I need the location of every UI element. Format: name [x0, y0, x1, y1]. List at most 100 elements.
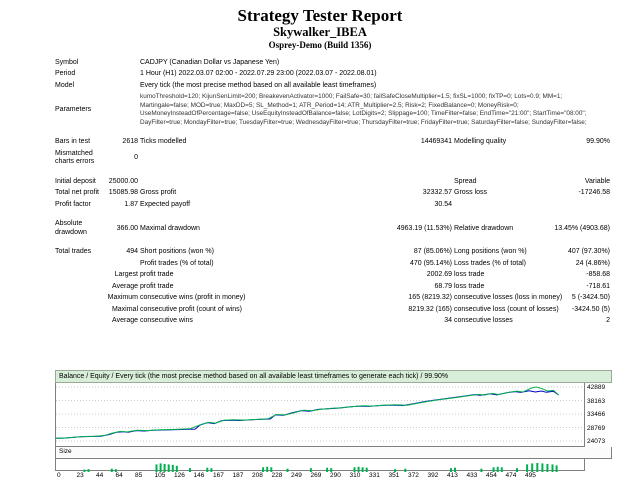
size-bar — [210, 468, 213, 472]
y-axis-label: 24073 — [587, 438, 606, 445]
stat-value: Maximum — [107, 294, 138, 302]
size-bar — [365, 467, 368, 472]
stat-value: 13.45% (4903.68) — [554, 224, 610, 232]
size-bar — [480, 468, 483, 472]
size-bar — [175, 465, 178, 472]
stat-cell: profit trade 68.79 — [140, 283, 452, 292]
table-row: Initial deposit 25000.00 Spread Variable — [55, 176, 612, 188]
stat-value: 68.79 — [434, 282, 452, 290]
report-table: Symbol CADJPY (Canadian Dollar vs Japanes… — [55, 57, 612, 327]
stat-value: 0 — [134, 154, 138, 162]
stat-label: Long positions (won %) — [454, 248, 527, 256]
stat-cell: Total net profit 15085.98 — [55, 189, 138, 198]
size-bar — [516, 468, 518, 472]
stat-cell: consecutive losses (loss in money) 5 (-34… — [454, 294, 610, 303]
stat-cell: Spread Variable — [454, 178, 610, 187]
x-axis-label: 44 — [96, 472, 104, 479]
table-row-parameters: Parameters kumoThreshold=120; KijunSenLim… — [55, 92, 612, 129]
stat-cell: Maximal — [55, 306, 138, 315]
stat-value: -17246.58 — [578, 189, 610, 197]
stat-cell: 1 Hour (H1) 2022.03.07 02:00 - 2022.07.2… — [140, 70, 452, 79]
stat-label: Spread — [454, 177, 477, 185]
params-text: kumoThreshold=120; KijunSenLimit=200; Br… — [140, 93, 587, 126]
x-axis-label: 85 — [135, 472, 143, 479]
size-bar — [83, 469, 86, 472]
y-axis-label: 28769 — [587, 424, 606, 432]
size-bar — [270, 467, 273, 473]
stat-cell: Average — [55, 317, 138, 326]
stat-cell: Profit trades (% of total) 470 (95.14%) — [140, 260, 452, 269]
stat-cell: Symbol — [55, 59, 138, 68]
x-axis-label: 64 — [115, 472, 123, 479]
stat-value: 34 — [444, 317, 452, 325]
stat-cell: Short positions (won %) 87 (85.06%) — [140, 248, 452, 257]
stat-cell: CADJPY (Canadian Dollar vs Japanese Yen) — [140, 59, 452, 68]
size-bar — [551, 464, 554, 472]
stat-value: 8219.32 (165) — [408, 305, 452, 313]
stat-cell: Model — [55, 82, 138, 91]
balance-chart-block: Balance / Equity / Every tick (the most … — [55, 370, 612, 480]
stat-cell: Maximal drawdown 4963.19 (11.53%) — [140, 225, 452, 234]
size-bar — [404, 468, 407, 472]
stat-label: CADJPY (Canadian Dollar vs Japanese Yen) — [140, 58, 280, 66]
table-row: Maximal consecutive profit (count of wins… — [55, 304, 612, 316]
stat-value: 2002.69 — [426, 271, 452, 279]
stat-label: consecutive wins (profit in money) — [140, 294, 246, 302]
stat-label: Profit trades (% of total) — [140, 259, 214, 267]
table-row: Profit trades (% of total) 470 (95.14%) Lo… — [55, 258, 612, 270]
x-axis-label: 331 — [369, 472, 380, 479]
balance-plot-row: 42889 38163 33466 28769 24073 — [55, 383, 612, 447]
stat-cell: consecutive profit (count of wins) 8219.3… — [140, 306, 452, 315]
stat-label: Modelling quality — [454, 138, 507, 146]
stat-value: -858.68 — [586, 271, 610, 279]
stat-label: Initial deposit — [55, 177, 96, 185]
size-bar — [309, 468, 312, 472]
stat-label: Gross loss — [454, 189, 488, 197]
table-row: Period 1 Hour (H1) 2022.03.07 02:00 - 202… — [55, 69, 612, 81]
stat-value: 165 (8219.32) — [408, 294, 452, 302]
stat-cell: Absolute drawdown 366.00 — [55, 220, 138, 237]
table-spacer — [55, 168, 612, 176]
table-row: Profit factor 1.87 Expected payoff 30.54 — [55, 199, 612, 211]
stat-cell: Initial deposit 25000.00 — [55, 178, 138, 187]
chart-caption: Balance / Equity / Every tick (the most … — [55, 370, 612, 383]
stat-cell: Maximum — [55, 294, 138, 303]
stat-label: Absolute drawdown — [55, 220, 87, 236]
size-bar — [454, 467, 456, 472]
stat-cell: Modelling quality 99.90% — [454, 138, 610, 147]
stat-cell: consecutive loss (count of losses) -3424.… — [454, 306, 610, 315]
stat-cell: Bars in test 2618 — [55, 138, 138, 147]
x-axis-label: 228 — [271, 472, 283, 479]
size-bar — [555, 465, 558, 472]
x-axis-label: 433 — [466, 472, 478, 479]
size-bar — [541, 463, 544, 472]
stat-value: 5 (-3424.50) — [571, 294, 610, 302]
x-axis-label: 126 — [174, 472, 185, 479]
server-name: Osprey-Demo (Build 1356) — [268, 40, 372, 50]
size-bar — [394, 469, 397, 473]
stat-value: 4963.19 (11.53%) — [396, 224, 452, 232]
x-axis-label: 208 — [252, 472, 263, 479]
x-axis-label: 372 — [408, 472, 419, 479]
stat-cell: profit trade 2002.69 — [140, 271, 452, 280]
stat-label: profit trade — [140, 282, 174, 290]
table-row: Average consecutive wins 34 consecutive los… — [55, 316, 612, 328]
size-bar — [114, 469, 117, 473]
y-axis-labels: 42889 38163 33466 28769 24073 — [585, 383, 612, 447]
stat-label: consecutive loss (count of losses) — [454, 305, 559, 313]
x-axis-label: 310 — [349, 472, 361, 479]
stat-cell: Gross loss -17246.58 — [454, 189, 610, 198]
stat-label: Mismatched charts errors — [55, 149, 95, 166]
stat-value: Maximal — [111, 305, 138, 313]
size-bar — [357, 466, 360, 472]
x-axis-label: 249 — [291, 472, 302, 479]
stat-value: Variable — [584, 177, 610, 185]
stat-value: 366.00 — [116, 224, 138, 232]
stat-value: 32332.57 — [422, 189, 452, 197]
table-spacer — [55, 129, 612, 137]
stat-value: 25000.00 — [108, 177, 138, 185]
table-spacer — [55, 211, 612, 219]
stat-cell: Largest — [55, 271, 138, 280]
x-axis-label: 0 — [57, 472, 61, 479]
size-bar — [330, 468, 333, 472]
